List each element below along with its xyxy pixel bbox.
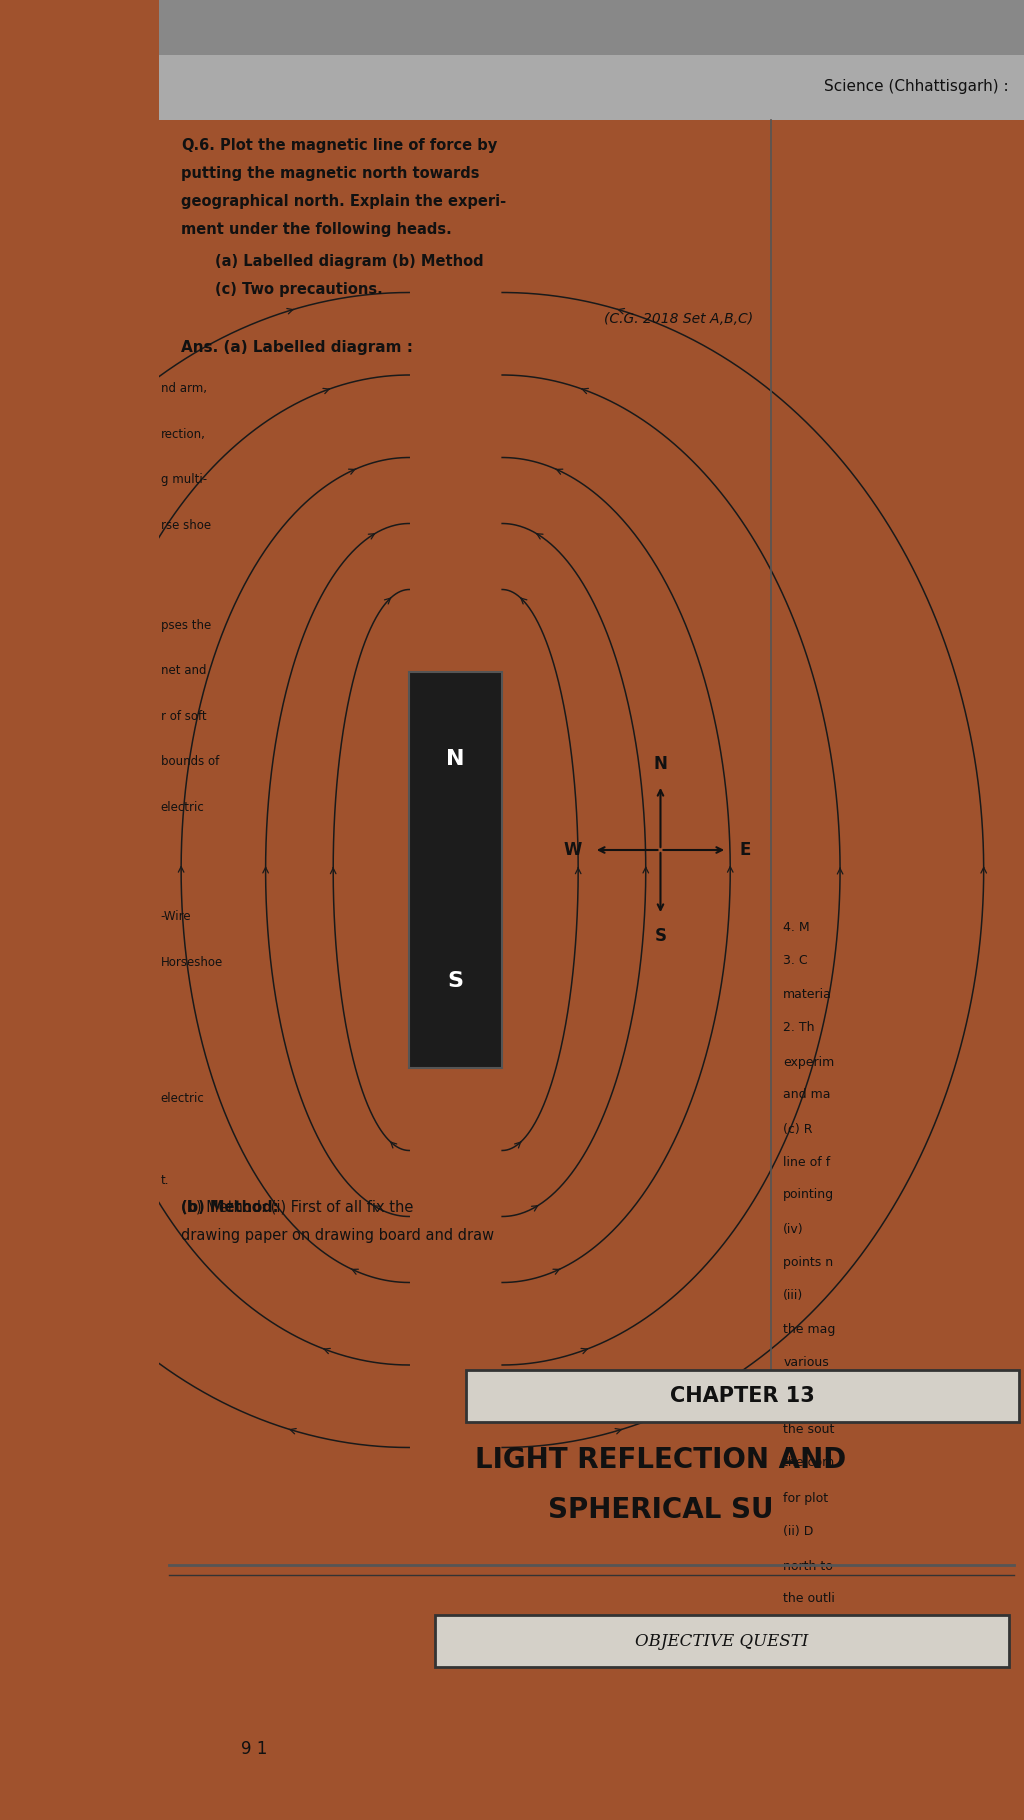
Text: the com: the com (783, 1456, 835, 1469)
Text: CHAPTER 13: CHAPTER 13 (670, 1387, 815, 1407)
Text: various: various (783, 1356, 829, 1369)
Text: experim: experim (783, 1056, 835, 1068)
Text: (c) R: (c) R (783, 1123, 813, 1136)
Text: OBJECTIVE QUESTI: OBJECTIVE QUESTI (635, 1633, 809, 1649)
Text: the mag: the mag (783, 1323, 836, 1336)
Text: bounds of: bounds of (161, 755, 219, 768)
Bar (435, 1614, 1009, 1667)
Text: electric: electric (161, 1092, 205, 1105)
Text: rse shoe: rse shoe (161, 519, 211, 531)
Text: Science (Chhattisgarh) :: Science (Chhattisgarh) : (824, 80, 1009, 95)
Text: (c) Two precautions.: (c) Two precautions. (215, 282, 383, 297)
Text: -Wire: -Wire (161, 910, 191, 923)
Bar (410, 672, 502, 1068)
Text: and ma: and ma (783, 1088, 830, 1101)
Bar (159, 55, 1024, 120)
Text: (ii) D: (ii) D (783, 1525, 814, 1538)
Text: g multi-: g multi- (161, 473, 207, 486)
Text: (b) Method:: (b) Method: (181, 1199, 279, 1216)
Text: N: N (653, 755, 668, 774)
Text: the sout: the sout (783, 1423, 835, 1436)
Text: Horseshoe: Horseshoe (161, 956, 223, 968)
Text: LIGHT REFLECTION AND: LIGHT REFLECTION AND (475, 1447, 846, 1474)
Text: geographical north. Explain the experi-: geographical north. Explain the experi- (181, 195, 507, 209)
Text: S: S (447, 970, 464, 990)
Text: net and: net and (161, 664, 206, 677)
Text: r of soft: r of soft (161, 710, 207, 723)
Text: N: N (446, 750, 465, 770)
Text: (b) Method: (i) First of all fix the: (b) Method: (i) First of all fix the (181, 1199, 414, 1216)
Text: electric: electric (161, 801, 205, 814)
Text: W: W (563, 841, 582, 859)
Text: rection,: rection, (161, 428, 206, 440)
Text: 2. Th: 2. Th (783, 1021, 815, 1034)
Text: E: E (739, 841, 751, 859)
Text: (iii): (iii) (783, 1289, 804, 1301)
Text: for plot: for plot (783, 1492, 828, 1505)
Text: line mo: line mo (783, 1390, 829, 1403)
Text: t.: t. (161, 1174, 169, 1187)
Bar (466, 1370, 1019, 1421)
Text: Q.6.: Q.6. (181, 138, 215, 153)
Text: (C.G. 2018 Set A,B,C): (C.G. 2018 Set A,B,C) (603, 311, 753, 326)
Text: Plot the magnetic line of force by: Plot the magnetic line of force by (220, 138, 498, 153)
Text: materia: materia (783, 988, 833, 1001)
Bar (159, 0, 1024, 55)
Text: 3. C: 3. C (783, 954, 808, 966)
Text: ment under the following heads.: ment under the following heads. (181, 222, 452, 237)
Text: drawing paper on drawing board and draw: drawing paper on drawing board and draw (181, 1228, 495, 1243)
Text: 4. M: 4. M (783, 921, 810, 934)
Text: the outli: the outli (783, 1592, 836, 1605)
Text: (a) Labelled diagram (b) Method: (a) Labelled diagram (b) Method (215, 255, 483, 269)
Text: (iv): (iv) (783, 1223, 804, 1236)
Text: SPHERICAL SU: SPHERICAL SU (548, 1496, 773, 1523)
Text: points n: points n (783, 1256, 834, 1269)
Text: Ans. (a) Labelled diagram :: Ans. (a) Labelled diagram : (181, 340, 414, 355)
Text: nd arm,: nd arm, (161, 382, 207, 395)
Text: pses the: pses the (161, 619, 211, 632)
Text: line of f: line of f (783, 1156, 830, 1168)
Text: 9 1: 9 1 (241, 1740, 267, 1758)
Text: S: S (654, 926, 667, 945)
Text: pointing: pointing (783, 1188, 835, 1201)
Text: north to: north to (783, 1560, 834, 1572)
Text: putting the magnetic north towards: putting the magnetic north towards (181, 166, 480, 180)
